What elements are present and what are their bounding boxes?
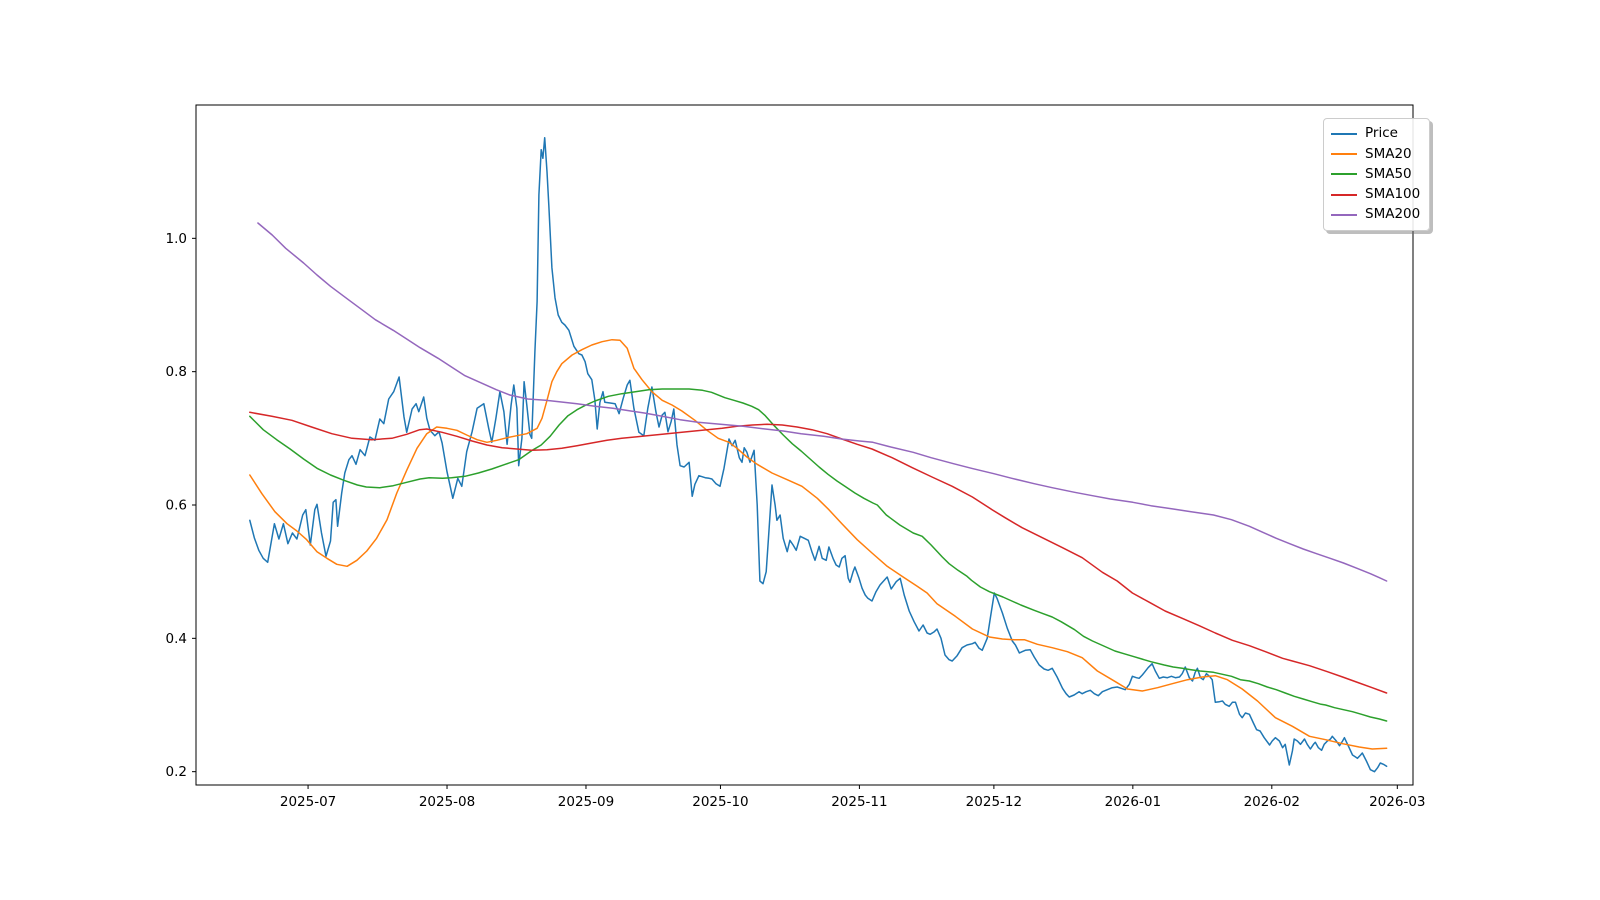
- series-line-sma200: [257, 222, 1388, 582]
- legend-label: SMA50: [1365, 165, 1412, 182]
- x-tick-label: 2025-10: [692, 794, 748, 810]
- x-tick-label: 2026-03: [1369, 794, 1425, 810]
- x-tick-label: 2025-09: [558, 794, 614, 810]
- y-tick-label: 0.8: [166, 364, 187, 380]
- x-tick-label: 2026-01: [1105, 794, 1161, 810]
- y-tick-label: 0.4: [166, 631, 187, 647]
- legend-line-sample: [1331, 173, 1357, 176]
- legend-line-sample: [1331, 153, 1357, 156]
- legend-entry-price: Price: [1331, 124, 1420, 144]
- legend-label: Price: [1365, 125, 1398, 142]
- legend-line-sample: [1331, 133, 1357, 136]
- legend-label: SMA100: [1365, 185, 1421, 202]
- legend-entry-sma200: SMA200: [1331, 205, 1420, 225]
- x-tick-label: 2025-07: [280, 794, 336, 810]
- legend-label: SMA20: [1365, 145, 1412, 162]
- y-tick-label: 0.6: [166, 498, 187, 514]
- legend-line-sample: [1331, 213, 1357, 216]
- series-line-sma100: [249, 411, 1388, 694]
- legend-entry-sma50: SMA50: [1331, 164, 1420, 184]
- x-tick-label: 2025-11: [831, 794, 887, 810]
- series-line-sma50: [249, 388, 1388, 722]
- x-tick-label: 2026-02: [1244, 794, 1300, 810]
- x-tick-label: 2025-08: [419, 794, 475, 810]
- legend-line-sample: [1331, 193, 1357, 196]
- plot-border: [195, 104, 1414, 786]
- legend-entry-sma20: SMA20: [1331, 144, 1420, 164]
- x-tick-label: 2025-12: [966, 794, 1022, 810]
- legend: Price SMA20 SMA50 SMA100 SMA200: [1323, 118, 1431, 231]
- legend-label: SMA200: [1365, 206, 1421, 223]
- y-tick-label: 1.0: [166, 231, 187, 247]
- series-line-sma20: [249, 338, 1388, 750]
- series-line-price: [249, 136, 1388, 773]
- legend-entry-sma100: SMA100: [1331, 185, 1420, 205]
- y-tick-label: 0.2: [166, 764, 187, 780]
